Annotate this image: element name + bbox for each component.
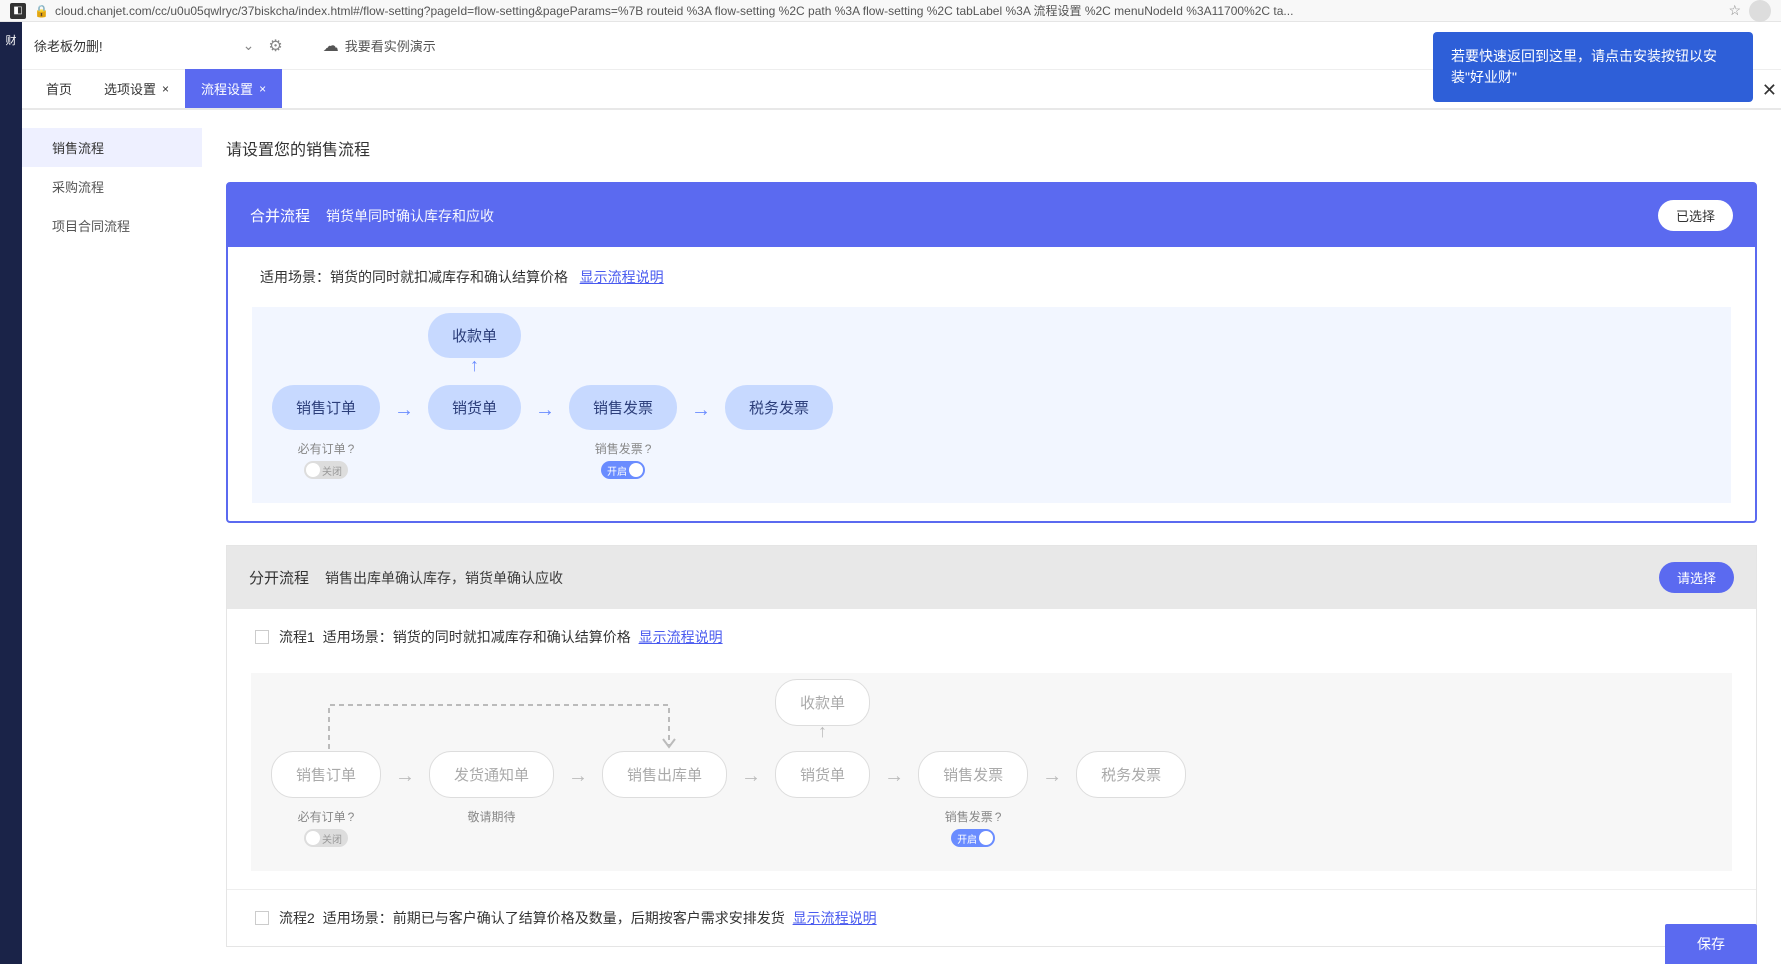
tab-home[interactable]: 首页: [30, 69, 88, 108]
arrow-up-icon: ↑: [470, 355, 479, 376]
scene-text: 适用场景：销货的同时就扣减库存和确认结算价格: [260, 269, 568, 285]
arrow-icon: →: [521, 399, 569, 422]
process-2-checkbox[interactable]: [255, 911, 269, 925]
separate-flow-card: 分开流程 销售出库单确认库存，销货单确认应收 请选择 流程1 适用场景： 销货的…: [226, 545, 1757, 947]
arrow-icon: →: [381, 765, 429, 788]
flow-subtitle: 销货单同时确认库存和应收: [326, 206, 1658, 226]
close-icon[interactable]: ×: [162, 82, 169, 96]
node-sales-order: 销售订单: [272, 385, 380, 430]
node-outbound: 销售出库单: [602, 751, 727, 798]
tab-label: 流程设置: [201, 79, 253, 98]
url-text: cloud.chanjet.com/cc/u0u05qwlryc/37biskc…: [55, 2, 1720, 19]
sub-label: 必有订单?: [298, 808, 355, 825]
sidebar-item-purchase[interactable]: 采购流程: [22, 167, 202, 206]
arrow-icon: →: [677, 399, 725, 422]
tab-options[interactable]: 选项设置 ×: [88, 69, 185, 108]
dashed-connector: [309, 695, 689, 751]
flow-subtitle: 销售出库单确认库存，销货单确认应收: [325, 568, 1659, 588]
arrow-icon: →: [870, 765, 918, 788]
show-desc-link[interactable]: 显示流程说明: [793, 908, 877, 928]
arrow-icon: →: [727, 765, 775, 788]
selected-badge: 已选择: [1658, 200, 1733, 231]
arrow-icon: →: [1028, 765, 1076, 788]
flow-title: 分开流程: [249, 567, 309, 588]
sub-label: 销售发票?: [945, 808, 1002, 825]
browser-url-bar: ◧ 🔒 cloud.chanjet.com/cc/u0u05qwlryc/37b…: [0, 0, 1781, 22]
org-name[interactable]: 徐老板勿删!: [34, 36, 103, 55]
node-receipt: 收款单: [428, 313, 521, 358]
process-label: 流程1: [279, 627, 315, 647]
combined-flow-header: 合并流程 销货单同时确认库存和应收 已选择: [228, 184, 1755, 247]
demo-link[interactable]: ☁ 我要看实例演示: [323, 36, 436, 56]
separate-diagram-1: 销售订单 必有订单? 关闭 → 发货通知单 敬请期待 → 销售出库单 → 收款单…: [251, 673, 1732, 871]
sub-label: 必有订单?: [298, 440, 355, 457]
site-icon: ◧: [10, 3, 26, 19]
scene-label: 适用场景：: [323, 908, 393, 928]
main-content: 请设置您的销售流程 合并流程 销货单同时确认库存和应收 已选择 适用场景：销货的…: [202, 112, 1781, 964]
process-1-checkbox[interactable]: [255, 630, 269, 644]
order-required-toggle[interactable]: 关闭: [304, 829, 348, 847]
node-receipt: 收款单: [775, 679, 870, 726]
node-ship-notice: 发货通知单: [429, 751, 554, 798]
scene-text: 前期已与客户确认了结算价格及数量，后期按客户需求安排发货: [393, 908, 785, 928]
sub-label: 销售发票?: [595, 440, 652, 457]
node-tax-invoice: 税务发票: [725, 385, 833, 430]
show-desc-link[interactable]: 显示流程说明: [639, 627, 723, 647]
combined-flow-card: 合并流程 销货单同时确认库存和应收 已选择 适用场景：销货的同时就扣减库存和确认…: [226, 182, 1757, 523]
app-rail: 财: [0, 22, 22, 964]
arrow-up-icon: ↑: [818, 721, 827, 742]
flow-title: 合并流程: [250, 205, 310, 226]
cloud-icon: ☁: [323, 36, 339, 56]
select-badge[interactable]: 请选择: [1659, 562, 1734, 593]
node-sales-invoice: 销售发票: [918, 751, 1028, 798]
demo-text: 我要看实例演示: [345, 36, 436, 55]
process-1-row: 流程1 适用场景： 销货的同时就扣减库存和确认结算价格 显示流程说明: [227, 609, 1756, 665]
process-label: 流程2: [279, 908, 315, 928]
arrow-icon: →: [554, 765, 602, 788]
star-icon[interactable]: ☆: [1728, 2, 1741, 19]
app-rail-label: 财: [0, 22, 22, 58]
node-delivery: 销货单: [428, 385, 521, 430]
sub-label: 敬请期待: [468, 808, 516, 825]
node-sales-invoice: 销售发票: [569, 385, 677, 430]
flow-scene: 适用场景：销货的同时就扣减库存和确认结算价格 显示流程说明: [228, 247, 1755, 299]
scene-text: 销货的同时就扣减库存和确认结算价格: [393, 627, 631, 647]
sidebar-item-sales[interactable]: 销售流程: [22, 128, 202, 167]
page-title: 请设置您的销售流程: [226, 136, 1781, 160]
arrow-icon: →: [380, 399, 428, 422]
lock-icon: 🔒: [34, 4, 49, 18]
profile-avatar[interactable]: [1749, 0, 1771, 22]
chevron-down-icon[interactable]: ⌄: [243, 37, 255, 54]
tab-label: 选项设置: [104, 79, 156, 98]
scene-label: 适用场景：: [323, 627, 393, 647]
node-delivery: 销货单: [775, 751, 870, 798]
sidebar-item-project[interactable]: 项目合同流程: [22, 206, 202, 245]
tab-label: 首页: [46, 79, 72, 98]
gear-icon[interactable]: ⚙: [268, 36, 282, 56]
save-button[interactable]: 保存: [1665, 924, 1757, 964]
order-required-toggle[interactable]: 关闭: [304, 461, 348, 479]
tabs-row: 首页 选项设置 × 流程设置 ×: [22, 70, 1781, 110]
combined-diagram: 销售订单 必有订单? 关闭 → 收款单 ↑ 销货单 → 销售发票 销售发票? 开…: [252, 307, 1731, 503]
show-desc-link[interactable]: 显示流程说明: [580, 269, 664, 285]
sidebar: 销售流程 采购流程 项目合同流程: [22, 112, 202, 964]
separate-flow-header: 分开流程 销售出库单确认库存，销货单确认应收 请选择: [227, 546, 1756, 609]
process-2-row: 流程2 适用场景： 前期已与客户确认了结算价格及数量，后期按客户需求安排发货 显…: [227, 889, 1756, 946]
node-tax-invoice: 税务发票: [1076, 751, 1186, 798]
invoice-toggle[interactable]: 开启: [951, 829, 995, 847]
close-icon[interactable]: ×: [259, 82, 266, 96]
invoice-toggle[interactable]: 开启: [601, 461, 645, 479]
tab-flow-settings[interactable]: 流程设置 ×: [185, 69, 282, 108]
node-sales-order: 销售订单: [271, 751, 381, 798]
